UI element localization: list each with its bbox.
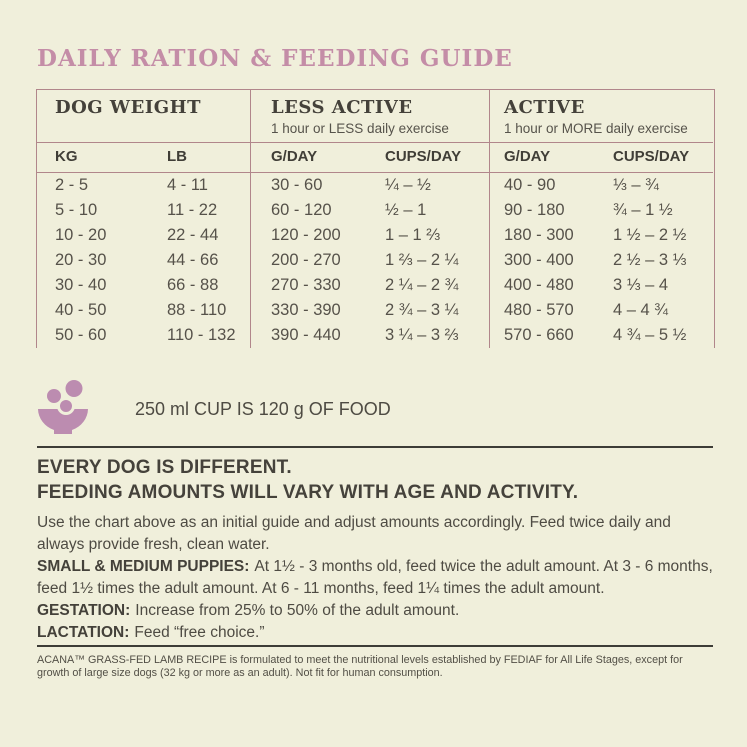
note-gestation-label: GESTATION: bbox=[37, 602, 131, 619]
table-cell: 5 - 10 bbox=[55, 201, 98, 219]
group-label-less-active: LESS ACTIVE bbox=[271, 97, 413, 118]
cup-measure-text: 250 ml CUP IS 120 g OF FOOD bbox=[135, 398, 391, 419]
column-header-gday-active: G/DAY bbox=[489, 143, 599, 173]
feeding-table: DOG WEIGHT LESS ACTIVE 1 hour or LESS da… bbox=[36, 89, 715, 348]
table-cell: 2 - 5 bbox=[55, 176, 89, 194]
food-bowl-icon bbox=[38, 380, 88, 434]
table-cell: 40 - 50 bbox=[55, 301, 107, 319]
table-cell: 300 - 400 bbox=[489, 248, 599, 273]
table-cell: ½ – 1 bbox=[385, 201, 427, 219]
note-lactation-label: LACTATION: bbox=[37, 624, 130, 641]
table-cell: 200 - 270 bbox=[250, 248, 365, 273]
note-puppies: SMALL & MEDIUM PUPPIES: At 1½ - 3 months … bbox=[37, 556, 717, 600]
note-lactation-text: Feed “free choice.” bbox=[134, 624, 265, 641]
group-sublabel-active: 1 hour or MORE daily exercise bbox=[504, 121, 688, 136]
feeding-notes: EVERY DOG IS DIFFERENT. FEEDING AMOUNTS … bbox=[37, 455, 717, 644]
column-header-gday-less-active: G/DAY bbox=[250, 143, 365, 173]
table-cell: 60 - 120 bbox=[250, 198, 365, 223]
table-cell: 30 - 60 bbox=[250, 173, 365, 198]
column-header-cupsday-active: CUPS/DAY bbox=[599, 143, 713, 173]
note-intro: Use the chart above as an initial guide … bbox=[37, 514, 671, 553]
table-cell: 400 - 480 bbox=[489, 273, 599, 298]
table-cell: 270 - 330 bbox=[250, 273, 365, 298]
table-group-dog-weight: DOG WEIGHT bbox=[37, 90, 250, 143]
table-cell: 110 - 132 bbox=[167, 326, 236, 344]
table-cell: 90 - 180 bbox=[489, 198, 599, 223]
group-label-active: ACTIVE bbox=[504, 97, 585, 118]
note-puppies-label: SMALL & MEDIUM PUPPIES: bbox=[37, 558, 250, 575]
note-heading-line2: FEEDING AMOUNTS WILL VARY WITH AGE AND A… bbox=[37, 482, 579, 503]
table-cell: 10 - 20 bbox=[55, 226, 107, 244]
table-cell: 1 ⅔ – 2 ¼ bbox=[385, 251, 459, 269]
table-cell: 50 - 60 bbox=[55, 326, 107, 344]
table-cell: 4 – 4 ¾ bbox=[613, 301, 669, 319]
table-cell: 3 ¼ – 3 ⅔ bbox=[385, 326, 459, 344]
table-cell: 20 - 30 bbox=[55, 251, 107, 269]
table-cell: 3 ⅓ – 4 bbox=[613, 276, 669, 294]
table-cell: 2 ¼ – 2 ¾ bbox=[385, 276, 459, 294]
table-cell: 22 - 44 bbox=[167, 226, 219, 244]
table-cell: 1 – 1 ⅔ bbox=[385, 226, 441, 244]
table-group-active: ACTIVE 1 hour or MORE daily exercise bbox=[489, 90, 713, 143]
table-group-less-active: LESS ACTIVE 1 hour or LESS daily exercis… bbox=[250, 90, 489, 143]
page-title: DAILY RATION & FEEDING GUIDE bbox=[37, 45, 513, 72]
divider-bottom bbox=[37, 645, 713, 647]
table-cell: 180 - 300 bbox=[489, 223, 599, 248]
table-cell: 480 - 570 bbox=[489, 298, 599, 323]
table-cell: 4 ¾ – 5 ½ bbox=[613, 326, 687, 344]
group-label-dog-weight: DOG WEIGHT bbox=[55, 97, 202, 118]
table-cell: 66 - 88 bbox=[167, 276, 219, 294]
table-cell: 40 - 90 bbox=[489, 173, 599, 198]
table-cell: 570 - 660 bbox=[489, 323, 599, 348]
table-cell: 330 - 390 bbox=[250, 298, 365, 323]
table-cell: 390 - 440 bbox=[250, 323, 365, 348]
note-gestation: GESTATION: Increase from 25% to 50% of th… bbox=[37, 600, 717, 622]
table-cell: ¾ – 1 ½ bbox=[613, 201, 673, 219]
table-cell: 44 - 66 bbox=[167, 251, 219, 269]
footnote-text: ACANA™ GRASS-FED LAMB RECIPE is formulat… bbox=[37, 654, 683, 679]
note-heading-line1: EVERY DOG IS DIFFERENT. bbox=[37, 457, 292, 478]
divider-top bbox=[37, 446, 713, 448]
note-lactation: LACTATION: Feed “free choice.” bbox=[37, 622, 717, 644]
table-cell: 11 - 22 bbox=[167, 201, 218, 219]
table-cell: 1 ½ – 2 ½ bbox=[613, 226, 687, 244]
cup-measure-note: 250 ml CUP IS 120 g OF FOOD bbox=[33, 379, 391, 439]
table-cell: ⅓ – ¾ bbox=[613, 176, 659, 194]
note-puppies-text: At 1½ - 3 months old, feed twice the adu… bbox=[37, 558, 713, 597]
table-cell: 120 - 200 bbox=[250, 223, 365, 248]
column-header-lb: LB bbox=[150, 143, 250, 173]
group-sublabel-less-active: 1 hour or LESS daily exercise bbox=[271, 121, 449, 136]
table-cell: 88 - 110 bbox=[167, 301, 227, 319]
table-cell: 2 ¾ – 3 ¼ bbox=[385, 301, 459, 319]
table-cell: 2 ½ – 3 ⅓ bbox=[613, 251, 687, 269]
column-header-kg: KG bbox=[37, 143, 150, 173]
table-cell: ¼ – ½ bbox=[385, 176, 431, 194]
table-cell: 30 - 40 bbox=[55, 276, 107, 294]
column-header-cupsday-less-active: CUPS/DAY bbox=[365, 143, 489, 173]
table-cell: 4 - 11 bbox=[167, 176, 208, 194]
note-gestation-text: Increase from 25% to 50% of the adult am… bbox=[135, 602, 460, 619]
